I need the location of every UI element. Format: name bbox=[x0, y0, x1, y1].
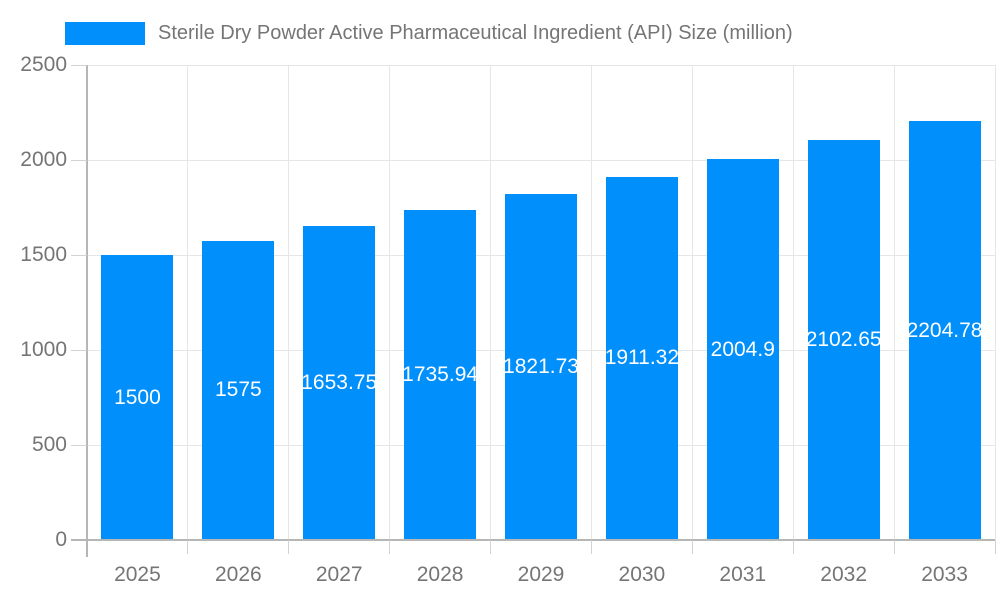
y-tick-label: 2500 bbox=[20, 53, 67, 76]
x-tick-label: 2030 bbox=[618, 563, 666, 586]
legend-item[interactable]: Sterile Dry Powder Active Pharmaceutical… bbox=[65, 22, 793, 45]
bar[interactable] bbox=[303, 225, 376, 540]
bar-value-label: 1500 bbox=[114, 385, 161, 409]
x-tick bbox=[389, 540, 391, 554]
v-gridline bbox=[994, 65, 996, 540]
bar[interactable] bbox=[101, 255, 174, 540]
bar-value-label: 2204.78 bbox=[906, 318, 983, 342]
bar-value-label: 1911.32 bbox=[604, 346, 680, 370]
legend-swatch-icon bbox=[65, 22, 145, 45]
y-tick-label: 2000 bbox=[20, 148, 67, 171]
v-gridline bbox=[389, 65, 391, 540]
bar[interactable] bbox=[807, 140, 880, 540]
bar-value-label: 1575 bbox=[214, 378, 262, 402]
bar[interactable] bbox=[202, 240, 275, 540]
bar-value-label: 2102.65 bbox=[805, 328, 882, 352]
y-tick bbox=[71, 349, 87, 351]
x-tick-label: 2031 bbox=[719, 563, 767, 586]
bar[interactable] bbox=[908, 121, 981, 540]
bar[interactable] bbox=[605, 176, 678, 540]
x-tick-label: 2025 bbox=[114, 563, 161, 586]
x-tick bbox=[288, 540, 290, 554]
bar-value-label: 1821.73 bbox=[503, 354, 579, 378]
y-tick bbox=[71, 159, 87, 161]
x-tick-label: 2033 bbox=[921, 563, 968, 586]
x-tick bbox=[691, 540, 693, 554]
h-gridline bbox=[87, 64, 995, 66]
v-gridline bbox=[288, 65, 290, 540]
v-gridline bbox=[893, 65, 895, 540]
x-tick-label: 2029 bbox=[517, 563, 565, 586]
x-tick bbox=[490, 540, 492, 554]
v-gridline bbox=[792, 65, 794, 540]
x-tick bbox=[792, 540, 794, 554]
bar[interactable] bbox=[404, 210, 477, 540]
x-tick bbox=[893, 540, 895, 554]
x-tick-label: 2028 bbox=[416, 563, 464, 586]
v-gridline bbox=[691, 65, 693, 540]
y-tick-label: 1000 bbox=[20, 338, 67, 361]
v-gridline bbox=[187, 65, 189, 540]
x-tick-label: 2026 bbox=[214, 563, 262, 586]
v-gridline bbox=[590, 65, 592, 540]
bar-value-label: 2004.9 bbox=[710, 337, 775, 361]
y-axis-line bbox=[86, 65, 88, 557]
h-gridline bbox=[87, 159, 995, 161]
x-tick-label: 2032 bbox=[820, 563, 868, 586]
y-tick-label: 0 bbox=[55, 528, 67, 551]
x-tick bbox=[994, 540, 996, 554]
y-tick bbox=[71, 444, 87, 446]
y-tick-label: 1500 bbox=[20, 243, 67, 266]
x-tick bbox=[187, 540, 189, 554]
y-tick bbox=[71, 254, 87, 256]
x-tick-label: 2027 bbox=[315, 563, 363, 586]
bar[interactable] bbox=[706, 159, 779, 540]
bar-value-label: 1653.75 bbox=[301, 370, 378, 394]
y-tick bbox=[71, 64, 87, 66]
x-tick bbox=[590, 540, 592, 554]
bar[interactable] bbox=[505, 193, 577, 540]
v-gridline bbox=[490, 65, 492, 540]
bar-value-label: 1735.94 bbox=[402, 363, 479, 387]
legend-label: Sterile Dry Powder Active Pharmaceutical… bbox=[158, 22, 793, 44]
y-tick-label: 500 bbox=[31, 433, 67, 456]
x-axis-line bbox=[71, 539, 995, 541]
